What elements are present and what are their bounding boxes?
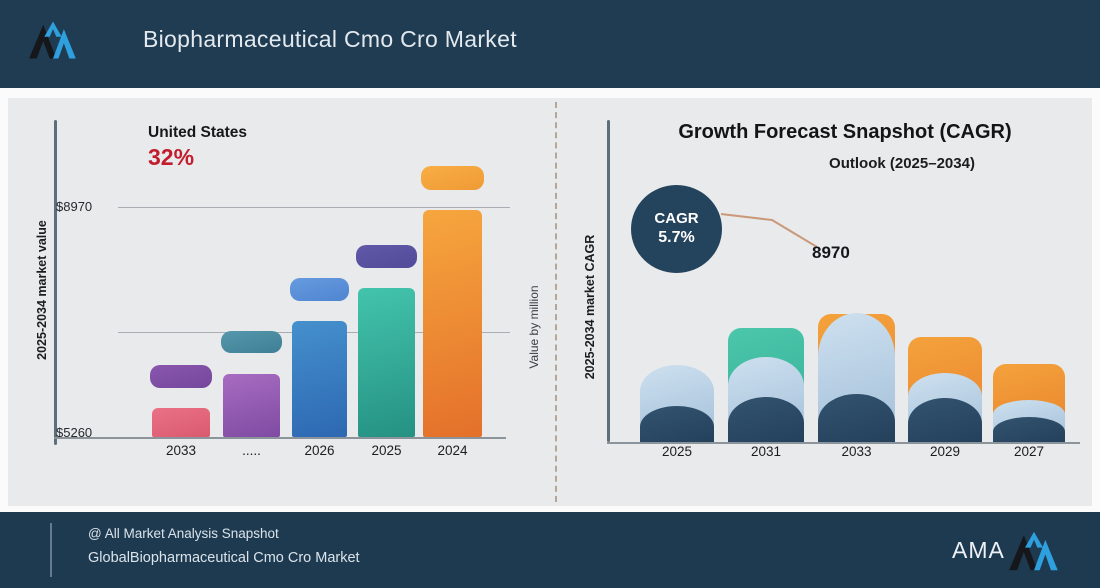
segment-base-2027 bbox=[993, 417, 1065, 442]
panel-divider bbox=[555, 102, 557, 502]
bar-2025 bbox=[358, 288, 415, 437]
bar-cap-2025 bbox=[356, 245, 417, 268]
bar-..... bbox=[223, 374, 280, 437]
x-label-2025: 2025 bbox=[371, 443, 402, 458]
segment-base-2029 bbox=[908, 398, 982, 442]
header: Biopharmaceutical Cmo Cro Market bbox=[0, 0, 1100, 88]
right-chart-title: Growth Forecast Snapshot (CAGR) bbox=[678, 121, 1012, 143]
x-label-2026: 2026 bbox=[304, 443, 335, 458]
x-label-2033: 2033 bbox=[841, 444, 872, 459]
footer: @ All Market Analysis Snapshot GlobalBio… bbox=[0, 512, 1100, 588]
x-label-2027: 2027 bbox=[1013, 444, 1045, 459]
right-x-axis-line bbox=[607, 442, 1080, 444]
content-area: 2025-2034 market value Value by million … bbox=[0, 88, 1100, 512]
right-chart-subtitle: Outlook (2025–2034) bbox=[829, 155, 975, 172]
bar-2033 bbox=[152, 408, 210, 437]
bar-cap-2024 bbox=[421, 166, 484, 190]
footer-credit-line2: GlobalBiopharmaceutical Cmo Cro Market bbox=[88, 550, 360, 566]
segment-base-2033 bbox=[818, 394, 895, 442]
bar-2026 bbox=[292, 321, 347, 437]
ama-logo-icon bbox=[29, 21, 76, 59]
y-tick-8970: $8970 bbox=[56, 199, 93, 214]
peak-value-annotation: 8970 bbox=[812, 243, 850, 262]
right-y-axis-line bbox=[607, 120, 610, 442]
region-label: United States bbox=[148, 124, 248, 141]
cagr-badge-label: CAGR bbox=[654, 209, 699, 227]
x-label-.....: ..... bbox=[242, 443, 261, 458]
left-y-axis-label: 2025-2034 market value bbox=[35, 220, 49, 360]
left-x-axis-line bbox=[54, 437, 506, 439]
segment-base-2031 bbox=[728, 397, 804, 442]
right-y-axis-label: 2025-2034 market CAGR bbox=[583, 234, 597, 380]
x-label-2025: 2025 bbox=[661, 444, 693, 459]
bar-2024 bbox=[423, 210, 482, 437]
cagr-badge-value: 5.7% bbox=[658, 229, 695, 247]
bar-cap-2033 bbox=[150, 365, 212, 388]
footer-credit-line1: @ All Market Analysis Snapshot bbox=[88, 526, 279, 541]
x-label-2024: 2024 bbox=[437, 443, 468, 458]
bar-cap-..... bbox=[221, 331, 282, 353]
bar-cap-2026 bbox=[290, 278, 349, 301]
left-right-axis-label: Value by million bbox=[527, 285, 541, 369]
x-label-2029: 2029 bbox=[929, 444, 961, 459]
y-tick-5260: $5260 bbox=[56, 425, 93, 440]
ama-logo-footer-icon bbox=[1009, 531, 1058, 571]
segment-base-2025 bbox=[640, 406, 714, 442]
region-share-value: 32% bbox=[148, 144, 195, 170]
cagr-badge: CAGR 5.7% bbox=[631, 185, 722, 273]
footer-divider-line bbox=[50, 523, 52, 577]
left-y-axis-line bbox=[54, 120, 57, 445]
x-label-2033: 2033 bbox=[165, 443, 197, 458]
x-label-2031: 2031 bbox=[750, 444, 782, 459]
footer-brand-text: AMA bbox=[952, 537, 1005, 563]
page-title: Biopharmaceutical Cmo Cro Market bbox=[143, 26, 517, 52]
gridline-upper bbox=[118, 207, 510, 208]
